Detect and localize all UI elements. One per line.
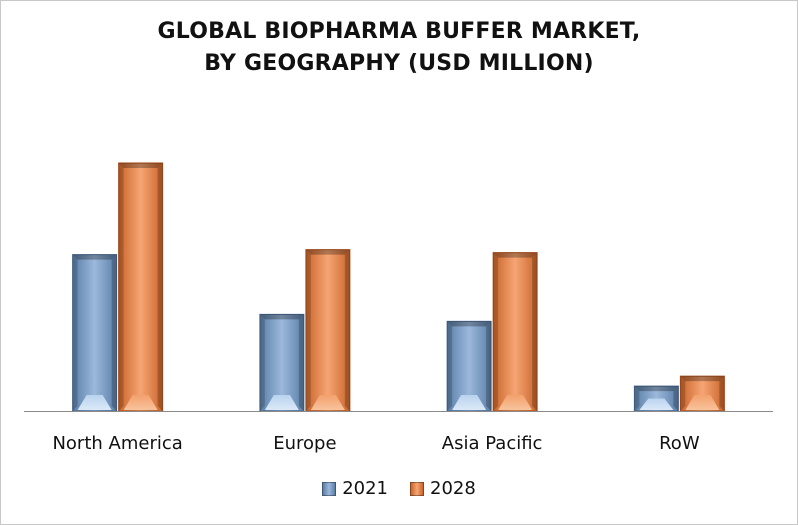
bar-2021-north-america bbox=[72, 254, 118, 412]
chart-title-line-2: BY GEOGRAPHY (USD MILLION) bbox=[204, 51, 594, 76]
legend-item-2028: 2028 bbox=[410, 478, 476, 499]
legend-label-2021: 2021 bbox=[342, 478, 388, 499]
legend-swatch-2028 bbox=[410, 481, 424, 496]
bar-2028-north-america bbox=[118, 162, 164, 412]
chart-title-line-1: GLOBAL BIOPHARMA BUFFER MARKET, bbox=[157, 19, 641, 44]
x-tick-label: RoW bbox=[659, 433, 700, 454]
bar-2028-asia-pacific bbox=[492, 252, 538, 412]
x-tick-label: North America bbox=[52, 433, 182, 454]
legend: 2021 2028 bbox=[0, 478, 798, 499]
chart-title: GLOBAL BIOPHARMA BUFFER MARKET, BY GEOGR… bbox=[0, 16, 798, 80]
bar-2021-row bbox=[633, 385, 679, 412]
bar-2021-europe bbox=[259, 313, 305, 412]
x-tick-label: Asia Pacific bbox=[442, 433, 543, 454]
x-tick-label: Europe bbox=[273, 433, 336, 454]
legend-item-2021: 2021 bbox=[322, 478, 388, 499]
bar-2028-europe bbox=[305, 249, 351, 412]
bar-2028-row bbox=[679, 375, 725, 412]
legend-label-2028: 2028 bbox=[430, 478, 476, 499]
bar-2021-asia-pacific bbox=[446, 320, 492, 412]
legend-swatch-2021 bbox=[322, 481, 337, 496]
